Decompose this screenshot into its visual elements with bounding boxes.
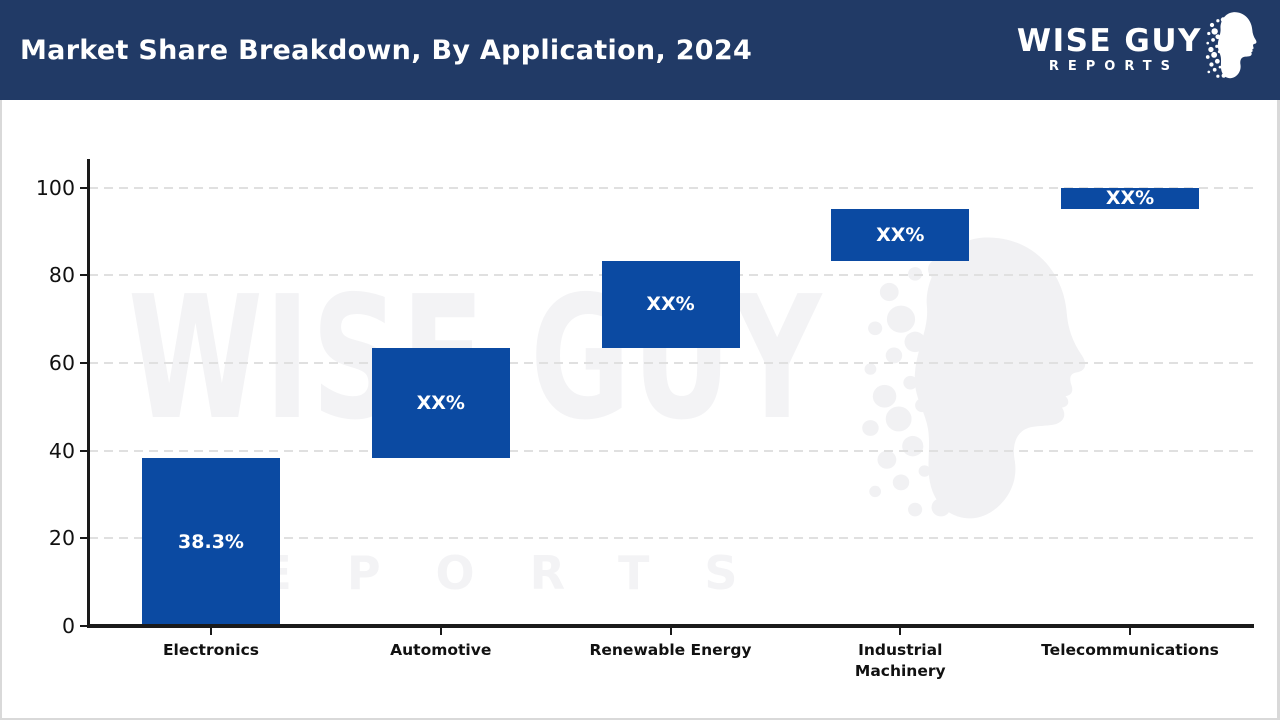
y-tick-mark [80, 449, 89, 452]
bar-value-label: XX% [416, 392, 465, 415]
x-axis-line [87, 624, 1254, 628]
logo-subtitle: REPORTS [1048, 59, 1180, 74]
gridline [89, 361, 1253, 364]
logo-wordmark: WISE GUY [1016, 23, 1202, 59]
x-category-label: Automotive [390, 641, 492, 659]
header-bar: Market Share Breakdown, By Application, … [0, 0, 1280, 100]
y-tick-mark [80, 274, 89, 277]
bar-segment: 38.3% [142, 458, 280, 626]
y-tick-mark [80, 186, 89, 189]
y-axis-line [87, 159, 90, 628]
bar-value-label: XX% [646, 293, 695, 316]
y-tick-label: 60 [48, 350, 75, 375]
y-tick-label: 0 [61, 614, 75, 638]
y-tick-mark [80, 537, 89, 540]
bar-value-label: 38.3% [178, 531, 244, 554]
gridline [89, 449, 1253, 452]
bar-segment: XX% [371, 347, 510, 459]
x-tick-mark [899, 628, 902, 635]
logo-text: WISE GUY REPORTS [1017, 23, 1202, 75]
figure-border-bottom [0, 718, 1280, 720]
bar-segment: XX% [831, 209, 970, 261]
x-tick-mark [1129, 628, 1131, 635]
x-category-label: Telecommunications [1041, 641, 1219, 659]
figure-border-left [0, 100, 2, 720]
bar-segment: XX% [1061, 187, 1199, 210]
wise-guy-logo: WISE GUY REPORTS [1017, 9, 1268, 89]
gridline [89, 537, 1253, 540]
y-tick-mark [80, 625, 89, 627]
x-tick-mark [669, 628, 672, 635]
x-tick-mark [439, 628, 442, 635]
x-category-label: Renewable Energy [589, 641, 752, 659]
y-tick-label: 100 [35, 175, 75, 200]
y-tick-label: 80 [48, 263, 75, 288]
figure-border-right [1277, 100, 1280, 720]
y-tick-mark [80, 361, 89, 364]
y-tick-label: 40 [48, 438, 75, 463]
bar-value-label: XX% [1105, 187, 1155, 210]
x-category-label: Industrial Machinery [854, 641, 946, 680]
bar-segment: XX% [601, 260, 740, 348]
page-title: Market Share Breakdown, By Application, … [20, 34, 753, 66]
x-tick-mark [210, 628, 212, 635]
x-category-label: Electronics [162, 641, 260, 659]
y-tick-label: 20 [48, 526, 75, 551]
bar-value-label: XX% [876, 224, 925, 247]
gridline [89, 186, 1253, 189]
logo-face-icon [1204, 9, 1268, 89]
